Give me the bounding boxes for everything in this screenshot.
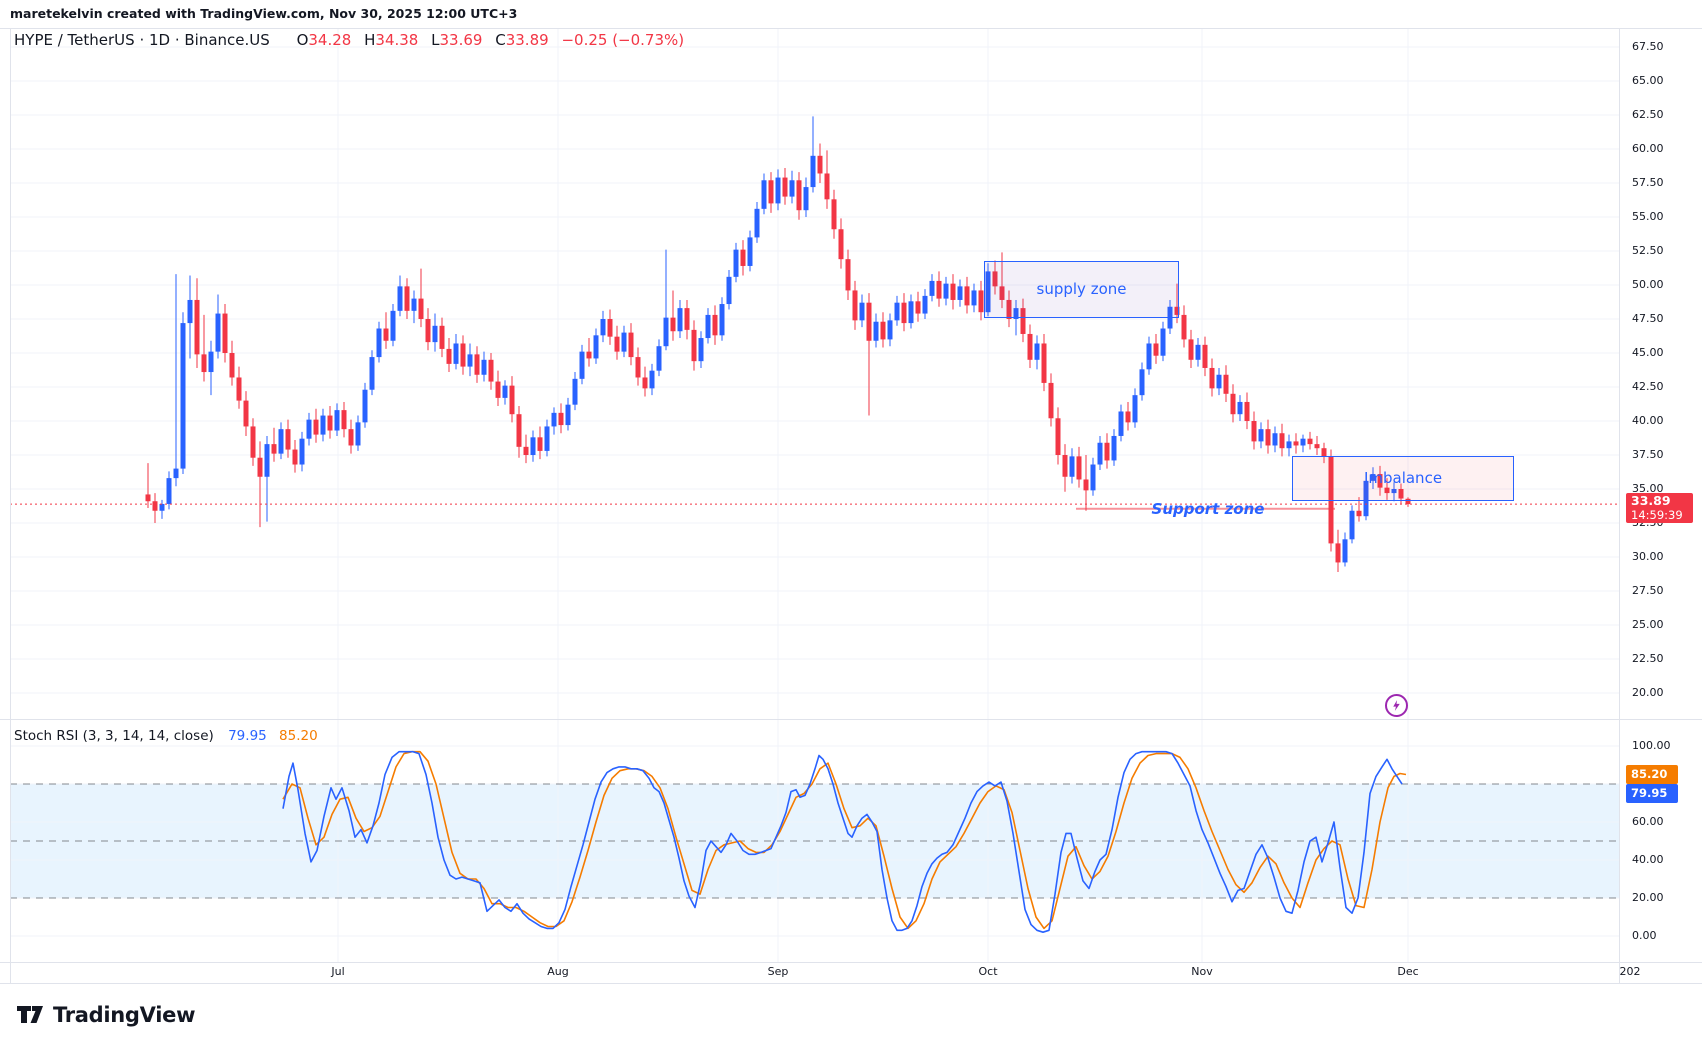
stoch-tick-label: 40.00 (1632, 853, 1664, 866)
candles-group (145, 116, 1411, 572)
time-tick-label: Jul (331, 965, 345, 978)
indicator-title: Stoch RSI (3, 3, 14, 14, close) (14, 728, 214, 744)
price-tick-label: 55.00 (1632, 210, 1664, 223)
open-label: O (296, 31, 309, 49)
last-price-value: 33.89 (1631, 493, 1671, 509)
time-tick-label: Dec (1397, 965, 1419, 978)
change-value: −0.25 (−0.73%) (561, 31, 685, 49)
tradingview-logo-mark (17, 1006, 43, 1023)
chart-left-border (10, 28, 11, 983)
price-tick-label: 30.00 (1632, 550, 1664, 563)
low-label: L (431, 31, 440, 49)
stoch-tick-label: 60.00 (1632, 815, 1664, 828)
bar-countdown: 14:59:39 (1631, 508, 1683, 523)
price-tick-label: 27.50 (1632, 584, 1664, 597)
lightning-bolt-glyph (1393, 700, 1400, 711)
price-axis-border[interactable] (1619, 28, 1620, 983)
price-tick-label: 67.50 (1632, 40, 1664, 53)
high-value: 34.38 (375, 31, 419, 49)
time-axis-bottom-border (0, 983, 1702, 984)
symbol-title[interactable]: HYPE / TetherUS · 1D · Binance.US (14, 31, 270, 49)
stoch-k-badge: 79.95 (1626, 783, 1678, 803)
tradingview-logo-text: TradingView (53, 1003, 196, 1027)
price-tick-label: 60.00 (1632, 142, 1664, 155)
price-tick-label: 50.00 (1632, 278, 1664, 291)
symbol-legend: HYPE / TetherUS · 1D · Binance.US O34.28… (14, 31, 684, 49)
supply-zone-box[interactable]: supply zone (984, 260, 1179, 318)
time-tick-label: 202 (1619, 965, 1641, 978)
time-axis-top-border (0, 962, 1702, 963)
price-tick-label: 62.50 (1632, 108, 1664, 121)
chart-top-border (0, 28, 1702, 29)
attribution-text: maretekelvin created with TradingView.co… (10, 6, 518, 21)
close-label: C (495, 31, 506, 49)
price-tick-label: 37.50 (1632, 448, 1664, 461)
price-tick-label: 65.00 (1632, 74, 1664, 87)
stoch-d-badge: 85.20 (1626, 764, 1678, 784)
price-tick-label: 22.50 (1632, 652, 1664, 665)
low-value: 33.69 (439, 31, 483, 49)
support-zone-label[interactable]: Support zone (1151, 499, 1265, 518)
indicator-d-value: 85.20 (279, 728, 318, 744)
price-tick-label: 25.00 (1632, 618, 1664, 631)
stoch-tick-label: 0.00 (1632, 929, 1657, 942)
price-tick-label: 40.00 (1632, 414, 1664, 427)
close-value: 33.89 (505, 31, 549, 49)
price-tick-label: 42.50 (1632, 380, 1664, 393)
price-tick-label: 47.50 (1632, 312, 1664, 325)
high-label: H (364, 31, 376, 49)
last-price-badge: 33.89 14:59:39 (1626, 493, 1693, 524)
time-tick-label: Oct (978, 965, 998, 978)
price-tick-label: 57.50 (1632, 176, 1664, 189)
tradingview-logo[interactable]: TradingView (16, 1002, 195, 1028)
time-tick-label: Sep (767, 965, 789, 978)
indicator-k-value: 79.95 (228, 728, 267, 744)
time-tick-label: Aug (547, 965, 569, 978)
imbalance-label: Imbalance (1363, 469, 1443, 488)
stoch-tick-label: 100.00 (1632, 739, 1671, 752)
price-tick-label: 35.00 (1632, 482, 1664, 495)
supply-zone-label: supply zone (1036, 280, 1127, 299)
time-tick-label: Nov (1191, 965, 1213, 978)
price-tick-label: 45.00 (1632, 346, 1664, 359)
indicator-legend[interactable]: Stoch RSI (3, 3, 14, 14, close) 79.95 85… (14, 728, 318, 744)
price-tick-label: 52.50 (1632, 244, 1664, 257)
stoch-d-line (282, 750, 1407, 930)
stoch-k-line (282, 750, 1403, 934)
open-value: 34.28 (308, 31, 352, 49)
lightning-icon[interactable] (1385, 694, 1408, 717)
stoch-tick-label: 20.00 (1632, 891, 1664, 904)
imbalance-zone-box[interactable]: Imbalance (1292, 456, 1514, 501)
pane-separator[interactable] (0, 719, 1702, 720)
price-tick-label: 20.00 (1632, 686, 1664, 699)
